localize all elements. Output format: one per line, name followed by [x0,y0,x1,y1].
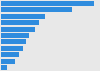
Bar [1,33,29,38]
Bar [1,39,26,44]
Bar [1,14,45,19]
Bar [1,7,72,12]
Bar [1,52,19,57]
Bar [1,59,15,64]
Bar [1,65,7,70]
Bar [1,1,94,6]
Bar [1,46,23,51]
Bar [1,20,39,25]
Bar [1,27,35,32]
